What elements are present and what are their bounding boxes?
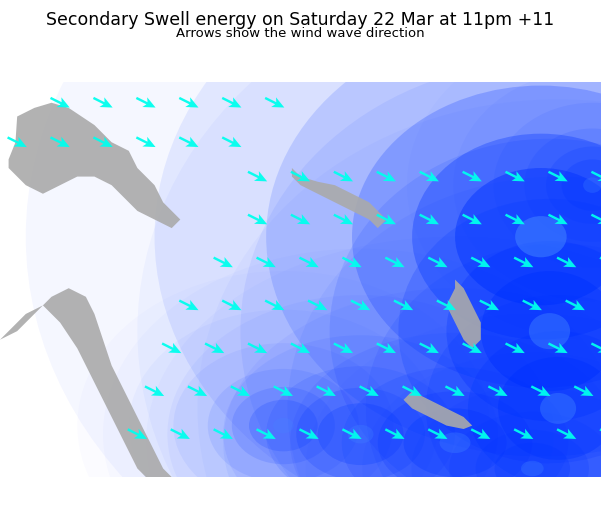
Ellipse shape	[318, 403, 403, 465]
Ellipse shape	[154, 0, 601, 514]
Ellipse shape	[232, 387, 335, 464]
Ellipse shape	[426, 295, 601, 514]
Ellipse shape	[348, 425, 373, 444]
Ellipse shape	[529, 313, 570, 349]
Ellipse shape	[412, 386, 601, 514]
Ellipse shape	[208, 369, 359, 482]
Ellipse shape	[495, 443, 570, 494]
Ellipse shape	[525, 128, 601, 242]
Ellipse shape	[521, 461, 544, 476]
Ellipse shape	[498, 357, 601, 460]
Ellipse shape	[540, 393, 576, 424]
Polygon shape	[292, 168, 386, 228]
Ellipse shape	[240, 61, 601, 514]
Ellipse shape	[174, 343, 393, 508]
Polygon shape	[447, 280, 481, 348]
Ellipse shape	[475, 430, 589, 507]
Polygon shape	[8, 103, 180, 228]
Ellipse shape	[546, 146, 601, 224]
Ellipse shape	[412, 134, 601, 340]
Ellipse shape	[481, 271, 601, 391]
Ellipse shape	[266, 17, 601, 456]
Ellipse shape	[561, 159, 601, 211]
Ellipse shape	[288, 177, 601, 514]
Ellipse shape	[378, 391, 532, 494]
Ellipse shape	[447, 241, 601, 421]
Ellipse shape	[398, 199, 601, 463]
Ellipse shape	[223, 335, 498, 514]
Ellipse shape	[366, 244, 601, 514]
Text: Secondary Swell energy on Saturday 22 Mar at 11pm +11: Secondary Swell energy on Saturday 22 Ma…	[46, 11, 555, 29]
Ellipse shape	[266, 366, 455, 502]
Ellipse shape	[583, 177, 601, 193]
Ellipse shape	[342, 367, 569, 514]
Ellipse shape	[468, 331, 601, 486]
Ellipse shape	[439, 432, 471, 453]
Ellipse shape	[515, 216, 567, 258]
Polygon shape	[0, 288, 172, 477]
Ellipse shape	[449, 412, 601, 514]
Ellipse shape	[352, 85, 601, 388]
Ellipse shape	[403, 409, 507, 477]
Ellipse shape	[296, 388, 425, 481]
Polygon shape	[403, 391, 472, 429]
Text: Arrows show the wind wave direction: Arrows show the wind wave direction	[176, 27, 425, 40]
Ellipse shape	[290, 333, 601, 514]
Ellipse shape	[330, 139, 601, 514]
Ellipse shape	[273, 418, 294, 433]
Ellipse shape	[455, 168, 601, 305]
Ellipse shape	[249, 400, 318, 451]
Ellipse shape	[493, 103, 601, 268]
